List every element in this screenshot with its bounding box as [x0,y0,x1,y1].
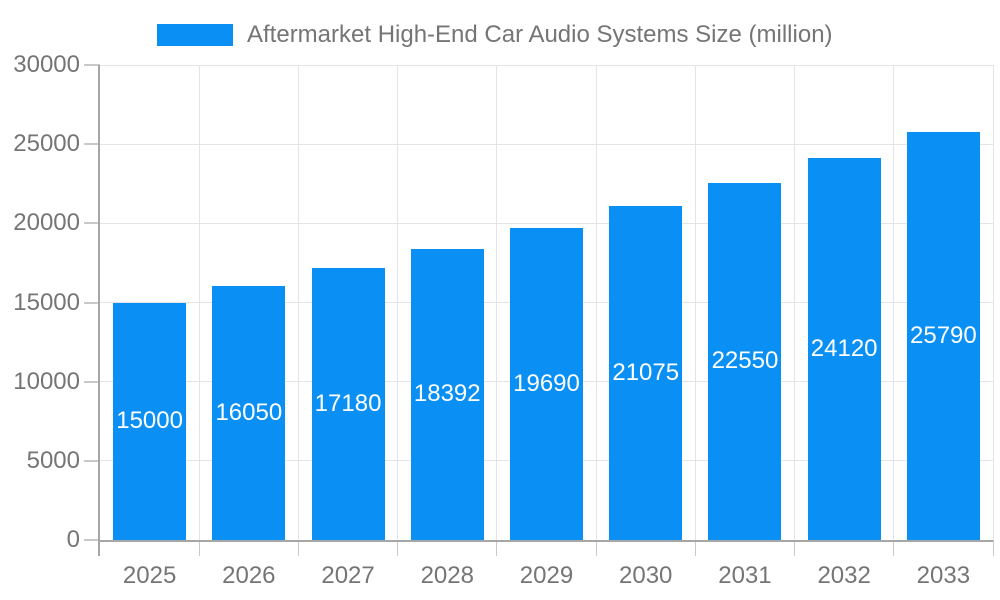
x-tick-label: 2029 [519,562,574,589]
y-gridline [100,143,993,145]
y-tick-label: 20000 [13,209,80,237]
y-tick [84,222,100,225]
x-tick-label: 2031 [718,562,772,589]
x-axis-line [98,540,993,542]
y-gridline [100,64,993,66]
bar-2028[interactable] [410,248,484,540]
x-tick [595,540,597,556]
x-tick-label: 2025 [122,562,177,589]
x-tick [794,540,796,556]
y-tick [84,301,100,304]
y-axis-line [98,65,100,556]
bar-value-label: 22550 [711,347,779,375]
x-gridline [992,65,994,540]
y-tick-label: 15000 [13,288,80,316]
bar-value-label: 16050 [215,398,283,426]
legend-swatch[interactable] [157,24,233,46]
x-gridline [496,65,498,540]
bar-value-label: 18392 [413,380,481,408]
x-gridline [694,65,696,540]
x-tick-label: 2032 [817,562,871,589]
x-gridline [297,65,299,540]
x-gridline [198,65,200,540]
x-tick-label: 2028 [420,562,474,589]
x-gridline [595,65,597,540]
bar-value-label: 25790 [910,321,977,349]
bar-2029[interactable] [510,228,583,540]
y-gridline [100,222,993,224]
y-tick-label: 30000 [13,51,80,78]
x-tick-label: 2026 [222,562,276,589]
x-tick [496,540,498,556]
x-tick-label: 2030 [619,562,673,589]
x-tick [893,540,895,556]
x-tick-label: 2027 [321,562,375,589]
bar-value-label: 19690 [513,370,580,398]
x-tick-label: 2033 [916,562,971,589]
bar-2025[interactable] [113,302,187,540]
y-tick [84,539,100,541]
x-tick [198,540,200,556]
bar-2033[interactable] [906,131,980,540]
y-tick [84,64,100,66]
bar-value-label: 24120 [810,335,878,363]
y-tick [84,459,100,462]
bar-2026[interactable] [212,285,286,540]
x-tick [397,540,399,556]
bar-value-label: 15000 [116,407,183,435]
bar-2032[interactable] [807,158,881,540]
y-tick-label: 5000 [26,446,80,474]
y-tick [84,380,100,383]
x-gridline [397,65,399,540]
x-tick [992,540,994,556]
y-tick-label: 25000 [13,130,80,158]
y-tick-label: 0 [66,526,80,553]
bar-2027[interactable] [311,267,385,540]
x-tick [297,540,299,556]
x-gridline [893,65,895,540]
chart-legend[interactable]: Aftermarket High-End Car Audio Systems S… [157,21,833,49]
y-tick [84,143,100,146]
x-tick [694,540,696,556]
y-tick-label: 10000 [13,367,80,395]
legend-label[interactable]: Aftermarket High-End Car Audio Systems S… [247,21,833,48]
bar-value-label: 17180 [314,389,382,417]
bar-value-label: 21075 [612,359,680,387]
x-gridline [794,65,796,540]
bar-2030[interactable] [609,206,683,540]
bar-2031[interactable] [708,182,782,540]
